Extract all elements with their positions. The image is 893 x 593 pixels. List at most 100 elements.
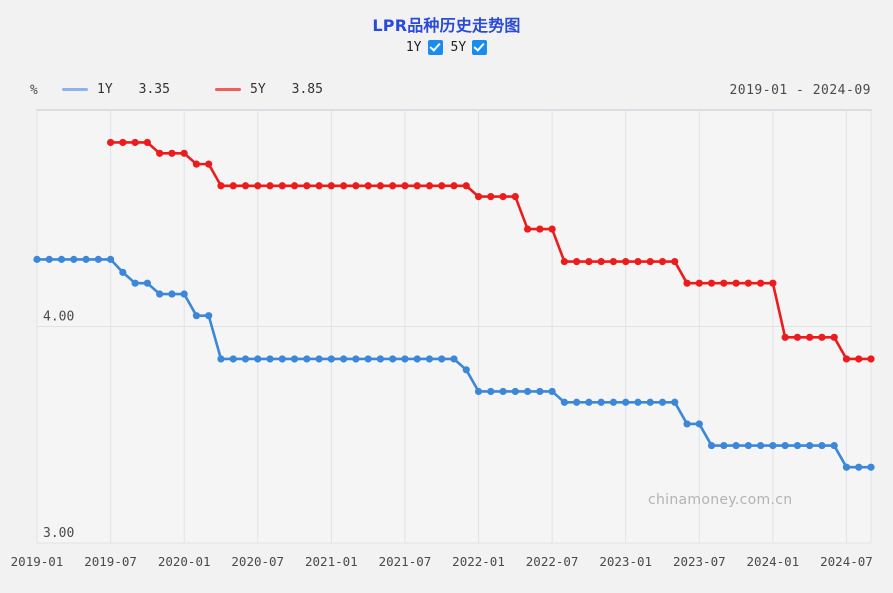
data-point-1y[interactable] — [425, 355, 434, 363]
data-point-5y[interactable] — [327, 182, 335, 190]
data-point-5y[interactable] — [548, 225, 556, 233]
data-point-5y[interactable] — [450, 182, 458, 190]
data-point-5y[interactable] — [597, 257, 605, 266]
data-point-5y[interactable] — [401, 182, 409, 190]
data-point-1y[interactable] — [695, 420, 703, 428]
data-point-1y[interactable] — [156, 290, 164, 298]
data-point-5y[interactable] — [769, 279, 777, 287]
data-point-1y[interactable] — [241, 355, 250, 363]
data-point-5y[interactable] — [732, 279, 740, 287]
data-point-5y[interactable] — [499, 193, 507, 201]
data-point-1y[interactable] — [33, 255, 41, 263]
data-point-1y[interactable] — [585, 398, 593, 406]
data-point-1y[interactable] — [57, 255, 66, 263]
data-point-5y[interactable] — [658, 257, 667, 266]
data-point-5y[interactable] — [867, 355, 875, 363]
data-point-5y[interactable] — [487, 193, 495, 201]
data-point-5y[interactable] — [683, 279, 691, 287]
data-point-1y[interactable] — [622, 398, 630, 406]
data-point-1y[interactable] — [315, 355, 323, 363]
data-point-5y[interactable] — [389, 182, 397, 190]
data-point-5y[interactable] — [290, 182, 299, 190]
data-point-1y[interactable] — [327, 355, 335, 363]
data-point-5y[interactable] — [462, 182, 470, 190]
data-point-1y[interactable] — [806, 441, 814, 450]
data-point-1y[interactable] — [769, 441, 777, 450]
data-point-5y[interactable] — [352, 182, 360, 190]
data-point-1y[interactable] — [340, 355, 348, 363]
data-point-5y[interactable] — [168, 149, 176, 157]
data-point-1y[interactable] — [634, 398, 642, 406]
data-point-5y[interactable] — [131, 138, 139, 147]
data-point-5y[interactable] — [720, 279, 728, 287]
data-point-5y[interactable] — [609, 257, 618, 266]
data-point-1y[interactable] — [82, 255, 90, 263]
data-point-5y[interactable] — [106, 138, 115, 147]
data-point-1y[interactable] — [143, 279, 151, 287]
data-point-5y[interactable] — [254, 182, 262, 190]
data-point-1y[interactable] — [683, 420, 691, 428]
data-point-1y[interactable] — [487, 387, 495, 396]
data-point-1y[interactable] — [536, 387, 544, 396]
data-point-1y[interactable] — [254, 355, 262, 363]
data-point-1y[interactable] — [192, 312, 201, 320]
data-point-5y[interactable] — [180, 149, 188, 157]
data-point-1y[interactable] — [720, 441, 728, 450]
data-point-5y[interactable] — [229, 182, 237, 190]
data-point-1y[interactable] — [278, 355, 286, 363]
data-point-5y[interactable] — [634, 257, 642, 266]
data-point-1y[interactable] — [523, 387, 532, 396]
data-point-5y[interactable] — [303, 182, 311, 190]
data-point-1y[interactable] — [413, 355, 421, 363]
data-point-5y[interactable] — [278, 182, 286, 190]
data-point-1y[interactable] — [707, 441, 716, 450]
data-point-1y[interactable] — [842, 463, 851, 471]
data-point-1y[interactable] — [106, 255, 115, 263]
data-point-5y[interactable] — [793, 333, 802, 341]
data-point-1y[interactable] — [511, 387, 519, 396]
data-point-1y[interactable] — [560, 398, 568, 406]
data-point-5y[interactable] — [842, 355, 851, 363]
data-point-1y[interactable] — [352, 355, 360, 363]
data-point-1y[interactable] — [376, 355, 385, 363]
data-point-5y[interactable] — [523, 225, 532, 233]
data-point-1y[interactable] — [266, 355, 274, 363]
data-point-1y[interactable] — [855, 463, 863, 471]
data-point-1y[interactable] — [671, 398, 679, 406]
data-point-1y[interactable] — [781, 441, 789, 450]
data-point-5y[interactable] — [364, 182, 372, 190]
data-point-5y[interactable] — [376, 182, 385, 190]
data-point-5y[interactable] — [695, 279, 703, 287]
data-point-1y[interactable] — [597, 398, 605, 406]
data-point-5y[interactable] — [781, 333, 789, 341]
data-point-1y[interactable] — [70, 255, 78, 263]
data-point-5y[interactable] — [818, 333, 826, 341]
data-point-1y[interactable] — [205, 312, 213, 320]
series-toggle-1y[interactable]: 1Y — [406, 40, 443, 55]
data-point-1y[interactable] — [818, 441, 826, 450]
data-point-1y[interactable] — [732, 441, 740, 450]
data-point-1y[interactable] — [303, 355, 311, 363]
data-point-1y[interactable] — [793, 441, 802, 450]
data-point-1y[interactable] — [499, 387, 507, 396]
data-point-1y[interactable] — [217, 355, 225, 363]
data-point-1y[interactable] — [438, 355, 446, 363]
data-point-5y[interactable] — [671, 257, 679, 266]
data-point-5y[interactable] — [156, 149, 164, 157]
data-point-5y[interactable] — [425, 182, 434, 190]
checkbox-checked-icon-5y[interactable] — [472, 40, 488, 55]
data-point-1y[interactable] — [609, 398, 618, 406]
data-point-5y[interactable] — [646, 257, 654, 266]
data-point-5y[interactable] — [560, 257, 568, 266]
data-point-5y[interactable] — [707, 279, 716, 287]
data-point-5y[interactable] — [855, 355, 863, 363]
data-point-1y[interactable] — [290, 355, 299, 363]
data-point-1y[interactable] — [474, 387, 483, 396]
data-point-5y[interactable] — [585, 257, 593, 266]
data-point-1y[interactable] — [548, 387, 556, 396]
data-point-5y[interactable] — [474, 193, 483, 201]
data-point-1y[interactable] — [867, 463, 875, 471]
data-point-5y[interactable] — [536, 225, 544, 233]
data-point-1y[interactable] — [119, 268, 127, 276]
data-point-5y[interactable] — [622, 257, 630, 266]
